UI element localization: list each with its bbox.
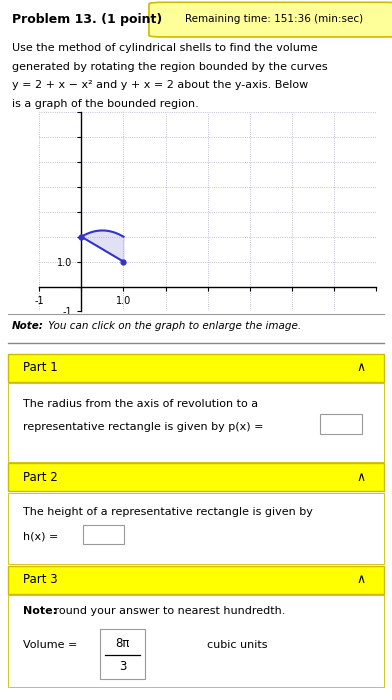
Text: cubic units: cubic units [207,640,268,650]
FancyBboxPatch shape [149,2,392,37]
Bar [320,414,361,434]
Text: Part 2: Part 2 [23,471,58,484]
Text: Remaining time: 151:36 (min:sec): Remaining time: 151:36 (min:sec) [185,14,363,24]
Text: 3: 3 [119,660,126,673]
Text: Note:: Note: [23,606,57,616]
Text: h(x) =: h(x) = [23,532,58,542]
Text: ∧: ∧ [356,471,365,484]
Text: y = 2 + x − x² and y + x = 2 about the y-axis. Below: y = 2 + x − x² and y + x = 2 about the y… [12,80,308,90]
Text: Part 3: Part 3 [23,573,58,586]
Text: representative rectangle is given by p(x) =: representative rectangle is given by p(x… [23,422,263,433]
Text: ∧: ∧ [356,361,365,374]
Text: round your answer to nearest hundredth.: round your answer to nearest hundredth. [51,606,285,616]
Text: ∧: ∧ [356,573,365,586]
Text: The height of a representative rectangle is given by: The height of a representative rectangle… [23,507,313,517]
Text: Note:: Note: [12,321,44,330]
Text: Volume =: Volume = [23,640,77,650]
Text: is a graph of the bounded region.: is a graph of the bounded region. [12,99,198,109]
Text: You can click on the graph to enlarge the image.: You can click on the graph to enlarge th… [45,321,301,330]
Text: Use the method of cylindrical shells to find the volume: Use the method of cylindrical shells to … [12,43,318,53]
Text: Part 1: Part 1 [23,361,58,374]
Text: Problem 13. (1 point): Problem 13. (1 point) [12,13,162,26]
Text: 8π: 8π [115,637,130,650]
Text: The radius from the axis of revolution to a: The radius from the axis of revolution t… [23,399,258,409]
Text: generated by rotating the region bounded by the curves: generated by rotating the region bounded… [12,62,327,72]
Bar [83,525,125,544]
